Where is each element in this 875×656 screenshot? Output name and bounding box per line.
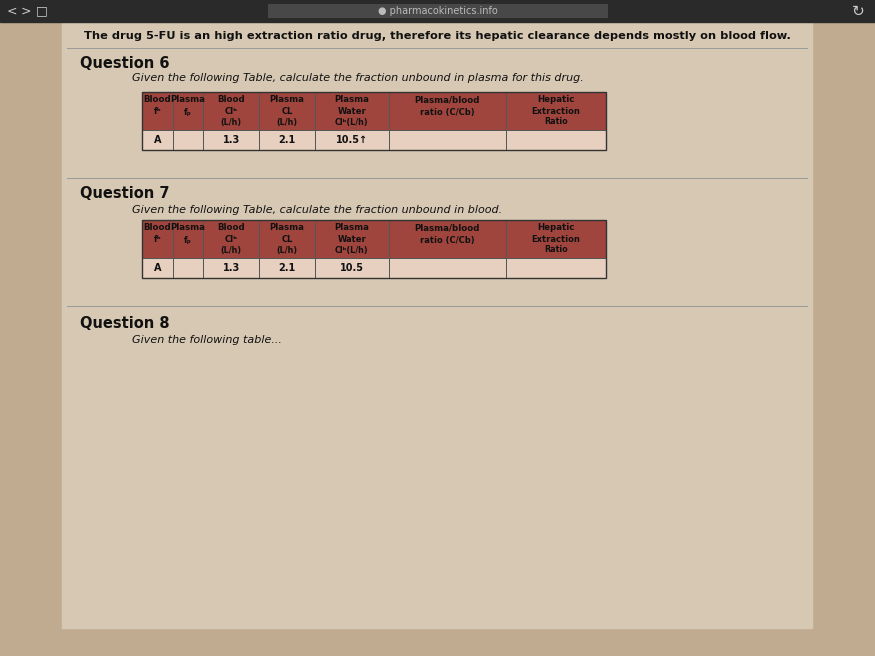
Text: Given the following Table, calculate the fraction unbound in plasma for this dru: Given the following Table, calculate the… bbox=[132, 73, 584, 83]
Text: Blood: Blood bbox=[144, 96, 172, 104]
Text: Extraction: Extraction bbox=[531, 108, 580, 117]
Bar bbox=[506, 130, 606, 150]
Text: CL: CL bbox=[281, 108, 292, 117]
Text: The drug 5-FU is an high extraction ratio drug, therefore its hepatic clearance : The drug 5-FU is an high extraction rati… bbox=[84, 31, 790, 41]
Bar bbox=[204, 92, 259, 130]
Text: Given the following Table, calculate the fraction unbound in blood.: Given the following Table, calculate the… bbox=[132, 205, 502, 215]
Text: fᵇ: fᵇ bbox=[153, 108, 161, 117]
Text: Hepatic: Hepatic bbox=[537, 96, 575, 104]
Bar bbox=[389, 92, 506, 130]
Bar bbox=[204, 258, 259, 278]
Text: Plasma: Plasma bbox=[270, 96, 304, 104]
Bar bbox=[142, 92, 172, 130]
Text: Plasma/blood: Plasma/blood bbox=[415, 224, 480, 232]
Text: ↻: ↻ bbox=[851, 3, 864, 18]
Text: Water: Water bbox=[338, 236, 367, 245]
Text: Plasma/blood: Plasma/blood bbox=[415, 96, 480, 104]
Text: Plasma: Plasma bbox=[334, 224, 369, 232]
Text: Clᵇ(L/h): Clᵇ(L/h) bbox=[335, 245, 368, 255]
Bar bbox=[315, 258, 389, 278]
Text: >: > bbox=[21, 5, 31, 18]
Bar bbox=[204, 220, 259, 258]
Bar bbox=[259, 92, 315, 130]
Text: □: □ bbox=[36, 5, 48, 18]
Text: Ratio: Ratio bbox=[544, 245, 568, 255]
Text: Plasma: Plasma bbox=[334, 96, 369, 104]
Text: Extraction: Extraction bbox=[531, 236, 580, 245]
Text: Plasma: Plasma bbox=[171, 96, 206, 104]
Text: 10.5: 10.5 bbox=[340, 263, 364, 273]
Text: Question 7: Question 7 bbox=[80, 186, 170, 201]
Bar bbox=[142, 220, 606, 278]
Text: fₚ: fₚ bbox=[185, 236, 192, 245]
Text: 2.1: 2.1 bbox=[278, 263, 296, 273]
Bar bbox=[259, 130, 315, 150]
Bar bbox=[172, 92, 204, 130]
Text: Given the following table...: Given the following table... bbox=[132, 335, 282, 345]
Text: Clᵇ: Clᵇ bbox=[225, 236, 238, 245]
Text: Blood: Blood bbox=[218, 224, 245, 232]
Text: Hepatic: Hepatic bbox=[537, 224, 575, 232]
Bar bbox=[315, 130, 389, 150]
Bar bbox=[389, 220, 506, 258]
Text: Blood: Blood bbox=[218, 96, 245, 104]
Text: Water: Water bbox=[338, 108, 367, 117]
Bar bbox=[172, 130, 204, 150]
Text: 2.1: 2.1 bbox=[278, 135, 296, 145]
Text: ratio (C/Cb): ratio (C/Cb) bbox=[420, 236, 474, 245]
Text: 1.3: 1.3 bbox=[222, 135, 240, 145]
Bar bbox=[0, 0, 875, 22]
Text: 1.3: 1.3 bbox=[222, 263, 240, 273]
Bar bbox=[506, 220, 606, 258]
Bar bbox=[142, 220, 172, 258]
Text: Blood: Blood bbox=[144, 224, 172, 232]
Bar bbox=[204, 130, 259, 150]
Text: ratio (C/Cb): ratio (C/Cb) bbox=[420, 108, 474, 117]
Bar bbox=[259, 220, 315, 258]
Text: Plasma: Plasma bbox=[270, 224, 304, 232]
Bar bbox=[62, 18, 812, 628]
Text: Plasma: Plasma bbox=[171, 224, 206, 232]
Bar bbox=[389, 130, 506, 150]
Text: Clᵇ: Clᵇ bbox=[225, 108, 238, 117]
Bar bbox=[142, 130, 172, 150]
Text: Question 6: Question 6 bbox=[80, 56, 170, 70]
Text: fᵇ: fᵇ bbox=[153, 236, 161, 245]
Text: CL: CL bbox=[281, 236, 292, 245]
Bar bbox=[172, 258, 204, 278]
Text: ● pharmacokinetics.info: ● pharmacokinetics.info bbox=[378, 6, 497, 16]
Text: (L/h): (L/h) bbox=[276, 245, 298, 255]
Text: <: < bbox=[7, 5, 18, 18]
Text: (L/h): (L/h) bbox=[220, 245, 242, 255]
Text: 10.5↑: 10.5↑ bbox=[336, 135, 368, 145]
Text: fₚ: fₚ bbox=[185, 108, 192, 117]
Bar bbox=[506, 258, 606, 278]
Bar bbox=[389, 258, 506, 278]
Text: (L/h): (L/h) bbox=[220, 117, 242, 127]
Text: Question 8: Question 8 bbox=[80, 316, 170, 331]
Bar bbox=[142, 258, 172, 278]
Text: Clᵇ(L/h): Clᵇ(L/h) bbox=[335, 117, 368, 127]
Text: (L/h): (L/h) bbox=[276, 117, 298, 127]
Text: Ratio: Ratio bbox=[544, 117, 568, 127]
Bar bbox=[142, 92, 606, 150]
Bar bbox=[268, 4, 607, 18]
Bar bbox=[315, 92, 389, 130]
Bar bbox=[506, 92, 606, 130]
Bar bbox=[172, 220, 204, 258]
Text: A: A bbox=[154, 263, 161, 273]
Bar bbox=[315, 220, 389, 258]
Bar bbox=[259, 258, 315, 278]
Text: A: A bbox=[154, 135, 161, 145]
